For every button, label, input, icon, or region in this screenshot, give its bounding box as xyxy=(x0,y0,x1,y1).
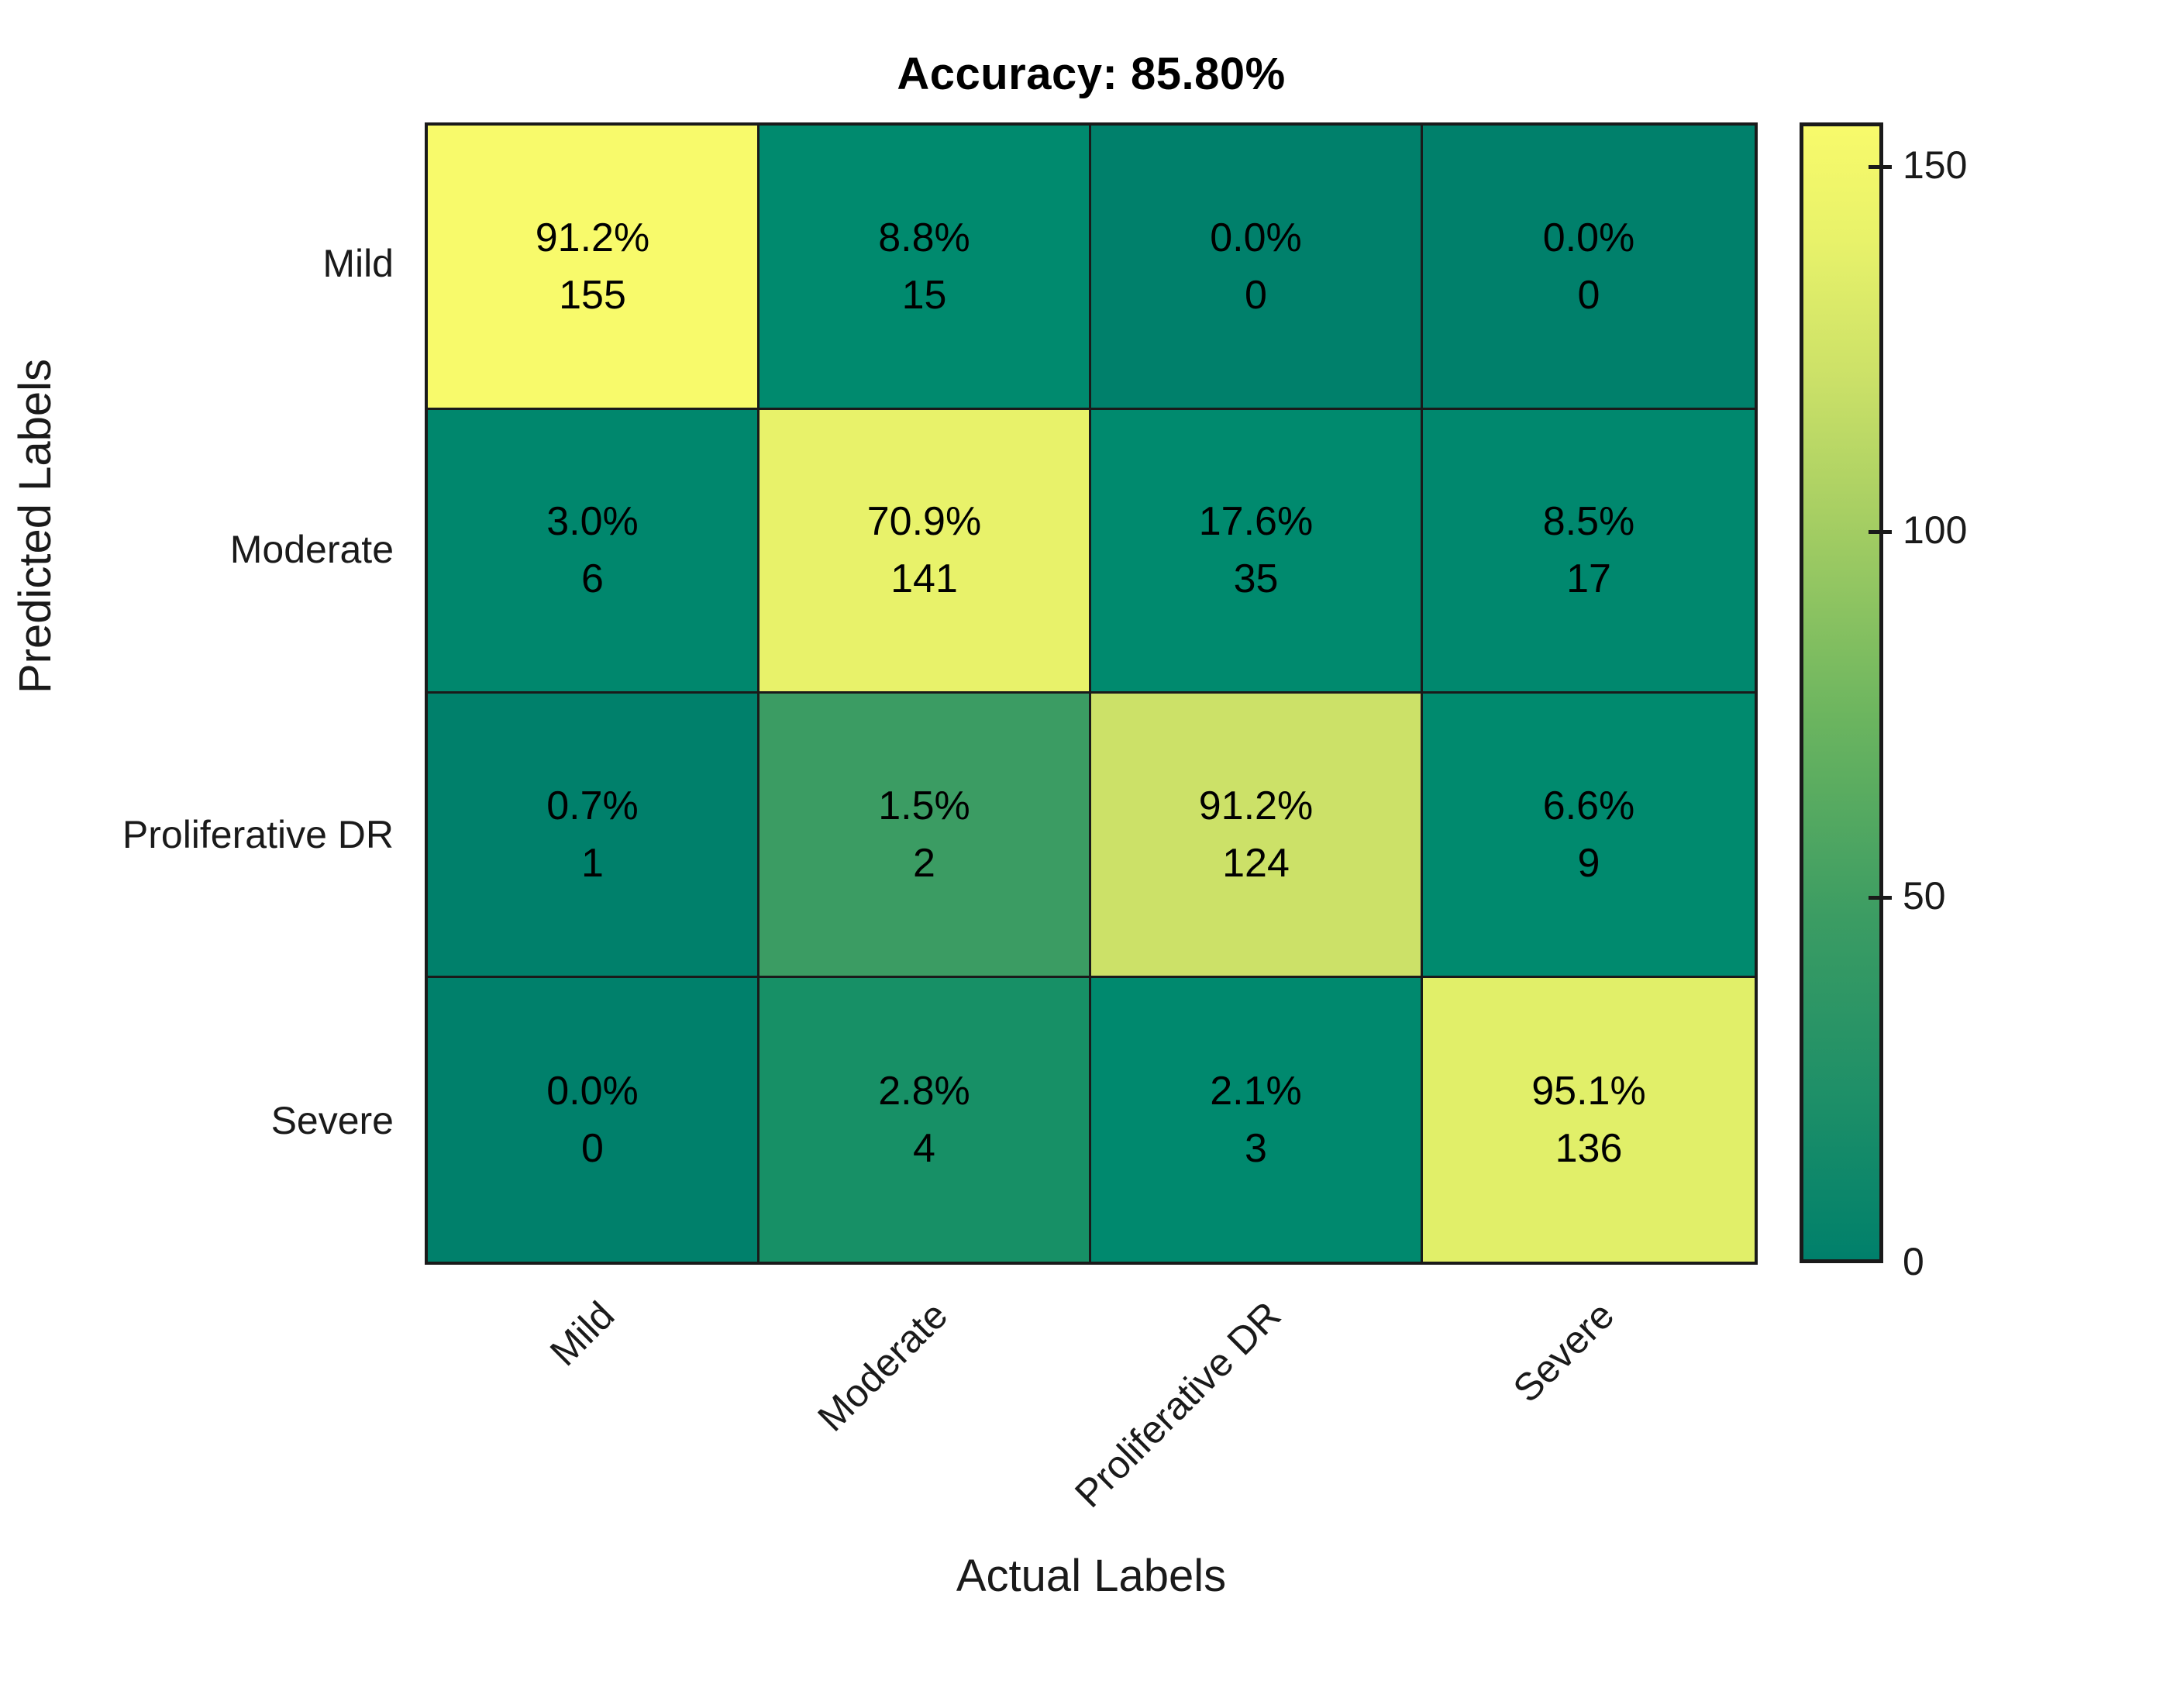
cell-count: 3 xyxy=(1245,1125,1267,1171)
x-axis-tick-label-moderate: Moderate xyxy=(809,1293,956,1440)
colorbar-tick-mark xyxy=(1869,896,1892,900)
cell-count: 15 xyxy=(901,272,947,318)
cell-count: 141 xyxy=(890,556,958,602)
cell-count: 35 xyxy=(1233,556,1279,602)
cell-count: 2 xyxy=(913,840,935,886)
cell-count: 1 xyxy=(581,840,604,886)
matrix-cell: 3.0% 6 xyxy=(428,409,760,694)
cell-percent: 17.6% xyxy=(1198,499,1314,545)
colorbar-tick-label-0: 0 xyxy=(1903,1240,1924,1283)
cell-count: 0 xyxy=(1245,272,1267,318)
confusion-matrix: 91.2% 155 8.8% 15 0.0% 0 0.0% 0 3.0% 6 70.9% 141 17.… xyxy=(425,122,1758,1265)
y-axis-tick-label-severe: Severe xyxy=(270,1098,394,1142)
y-axis-tick-label-moderate: Moderate xyxy=(229,527,394,571)
matrix-cell: 0.7% 1 xyxy=(428,694,760,978)
cell-percent: 0.7% xyxy=(546,783,639,828)
cell-percent: 91.2% xyxy=(1198,783,1314,828)
cell-count: 17 xyxy=(1566,556,1611,602)
cell-percent: 6.6% xyxy=(1542,783,1635,828)
cell-count: 0 xyxy=(1577,272,1600,318)
matrix-cell: 95.1% 136 xyxy=(1423,977,1755,1262)
matrix-cell: 0.0% 0 xyxy=(428,977,760,1262)
cell-percent: 0.0% xyxy=(546,1068,639,1114)
cell-count: 124 xyxy=(1222,840,1290,886)
matrix-cell: 70.9% 141 xyxy=(760,409,1091,694)
x-axis-title: Actual Labels xyxy=(956,1551,1227,1601)
cell-percent: 1.5% xyxy=(878,783,970,828)
matrix-cell: 6.6% 9 xyxy=(1423,694,1755,978)
x-axis-tick-label-proliferative-dr: Proliferative DR xyxy=(1066,1293,1290,1516)
colorbar xyxy=(1800,122,1883,1263)
page-title: Accuracy: 85.80% xyxy=(897,49,1286,99)
matrix-cell: 2.1% 3 xyxy=(1091,977,1423,1262)
x-axis-tick-label-severe: Severe xyxy=(1504,1293,1623,1411)
matrix-cell: 91.2% 124 xyxy=(1091,694,1423,978)
cell-percent: 70.9% xyxy=(866,499,982,545)
cell-count: 9 xyxy=(1577,840,1600,886)
cell-percent: 0.0% xyxy=(1542,215,1635,260)
colorbar-tick-label-100: 100 xyxy=(1903,508,1968,553)
cell-percent: 91.2% xyxy=(535,215,650,260)
matrix-cell: 8.5% 17 xyxy=(1423,409,1755,694)
colorbar-tick-mark xyxy=(1869,164,1892,169)
cell-percent: 0.0% xyxy=(1210,215,1302,260)
matrix-cell: 0.0% 0 xyxy=(1423,126,1755,410)
cell-count: 155 xyxy=(559,272,626,318)
matrix-cell: 0.0% 0 xyxy=(1091,126,1423,410)
matrix-cell: 91.2% 155 xyxy=(428,126,760,410)
y-axis-tick-label-mild: Mild xyxy=(322,242,394,286)
cell-percent: 2.8% xyxy=(878,1068,970,1114)
cell-percent: 8.5% xyxy=(1542,499,1635,545)
matrix-cell: 1.5% 2 xyxy=(760,694,1091,978)
cell-percent: 2.1% xyxy=(1210,1068,1302,1114)
colorbar-tick-mark xyxy=(1869,530,1892,535)
cell-count: 136 xyxy=(1555,1125,1623,1171)
colorbar-tick-label-50: 50 xyxy=(1903,874,1946,918)
matrix-cell: 2.8% 4 xyxy=(760,977,1091,1262)
cell-count: 0 xyxy=(581,1125,604,1171)
matrix-cell: 17.6% 35 xyxy=(1091,409,1423,694)
cell-count: 6 xyxy=(581,556,604,602)
x-axis-tick-label-mild: Mild xyxy=(541,1293,623,1375)
cell-percent: 8.8% xyxy=(878,215,970,260)
cell-count: 4 xyxy=(913,1125,935,1171)
cell-percent: 3.0% xyxy=(546,499,639,545)
y-axis-tick-label-proliferative-dr: Proliferative DR xyxy=(122,813,394,857)
colorbar-tick-label-150: 150 xyxy=(1903,143,1968,187)
cell-percent: 95.1% xyxy=(1531,1068,1646,1114)
matrix-cell: 8.8% 15 xyxy=(760,126,1091,410)
